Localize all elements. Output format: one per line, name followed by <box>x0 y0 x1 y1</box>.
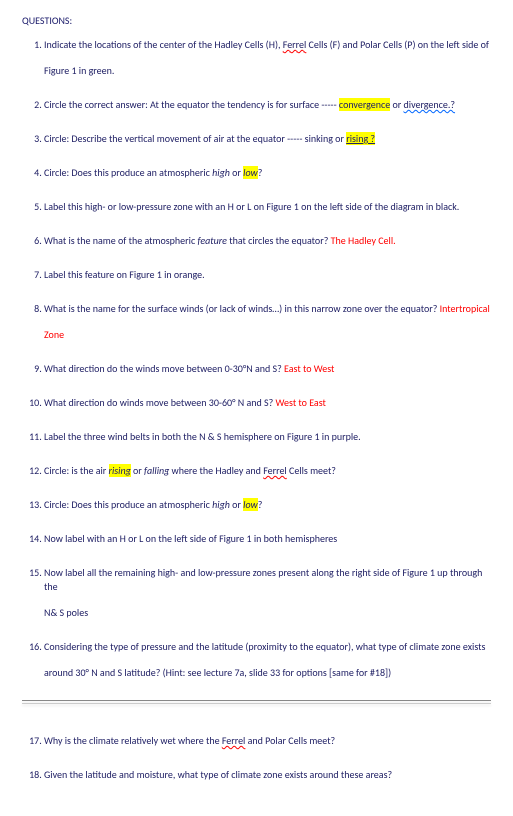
q15: Now label all the remaining high- and lo… <box>44 566 491 620</box>
q6-t1: What is the name of the atmospheric <box>44 234 197 247</box>
q9-ans: East to West <box>284 362 334 375</box>
q15-t1: Now label all the remaining high- and lo… <box>44 566 482 593</box>
q16: Considering the type of pressure and the… <box>44 640 491 680</box>
q7: Label this feature on Figure 1 in orange… <box>44 268 491 282</box>
q8-t1: What is the name for the surface winds (… <box>44 302 440 315</box>
q10-ans: West to East <box>276 396 326 409</box>
q13-high: high <box>212 498 230 511</box>
q18: Given the latitude and moisture, what ty… <box>44 768 491 782</box>
q12-t4: Cells meet? <box>287 464 336 477</box>
q13: Circle: Does this produce an atmospheric… <box>44 498 491 512</box>
q10: What direction do winds move between 30-… <box>44 396 491 410</box>
q1-t1: Indicate the locations of the center of … <box>44 38 283 51</box>
q4-t1: Circle: Does this produce an atmospheric <box>44 166 212 179</box>
q4-low-i: low <box>243 166 258 179</box>
q12-t1: Circle: is the air <box>44 464 109 477</box>
q3-t1: Circle: Describe the vertical movement o… <box>44 132 346 145</box>
q6: What is the name of the atmospheric feat… <box>44 234 491 248</box>
q1-t3: Figure 1 in green. <box>44 64 491 78</box>
q13-t3: ? <box>258 498 263 511</box>
q17-t1: Why is the climate relatively wet where … <box>44 734 222 747</box>
q15-t2: N& S poles <box>44 606 491 620</box>
q11: Label the three wind belts in both the N… <box>44 430 491 444</box>
page-divider <box>22 700 491 701</box>
q8: What is the name for the surface winds (… <box>44 302 491 342</box>
q1-ferrel: Ferrel <box>283 38 307 51</box>
q1-t2: Cells (F) and Polar Cells (P) on the lef… <box>306 38 489 51</box>
questions-header: QUESTIONS: <box>22 14 491 28</box>
q16-t2: around 30° N and S latitude? (Hint: see … <box>44 666 491 680</box>
q12-t3: where the Hadley and <box>169 464 263 477</box>
q6-t2: that circles the equator? <box>227 234 331 247</box>
q6-ans: The Hadley Cell. <box>331 234 396 247</box>
q9-t1: What direction do the winds move between… <box>44 362 284 375</box>
page-divider2 <box>22 703 491 704</box>
q13-low-i: low <box>243 498 258 511</box>
q12-t2: or <box>131 464 144 477</box>
q13-low: low <box>243 498 258 511</box>
q2-div: divergence.? <box>404 98 456 111</box>
q6-feature: feature <box>197 234 227 247</box>
q4-t2: or <box>230 166 243 179</box>
q4-t3: ? <box>258 166 263 179</box>
q2: Circle the correct answer: At the equato… <box>44 98 491 112</box>
q17: Why is the climate relatively wet where … <box>44 734 491 748</box>
q2-t1: Circle the correct answer: At the equato… <box>44 98 339 111</box>
q3-rising: rising ? <box>346 132 375 145</box>
q2-conv: convergence <box>339 98 390 111</box>
q14: Now label with an H or L on the left sid… <box>44 532 491 546</box>
q2-or: or <box>390 98 403 111</box>
q8-ans2: Zone <box>44 328 491 342</box>
q9: What direction do the winds move between… <box>44 362 491 376</box>
q12-rising-i: rising <box>109 464 131 477</box>
q12: Circle: is the air rising or falling whe… <box>44 464 491 478</box>
question-list-2: Why is the climate relatively wet where … <box>22 734 491 782</box>
q5: Label this high- or low-pressure zone wi… <box>44 200 491 214</box>
q12-ferrel: Ferrel <box>263 464 287 477</box>
q4-low: low <box>243 166 258 179</box>
q13-t2: or <box>230 498 243 511</box>
q3: Circle: Describe the vertical movement o… <box>44 132 491 146</box>
q4: Circle: Does this produce an atmospheric… <box>44 166 491 180</box>
q16-t1: Considering the type of pressure and the… <box>44 640 485 653</box>
q17-t2: and Polar Cells meet? <box>245 734 335 747</box>
q13-t1: Circle: Does this produce an atmospheric <box>44 498 212 511</box>
q1: Indicate the locations of the center of … <box>44 38 491 78</box>
question-list: Indicate the locations of the center of … <box>22 38 491 680</box>
q12-rising: rising <box>109 464 131 477</box>
q4-high: high <box>212 166 230 179</box>
q10-t1: What direction do winds move between 30-… <box>44 396 276 409</box>
q12-falling: falling <box>144 464 169 477</box>
q17-ferrel: Ferrel <box>222 734 246 747</box>
q8-ans1: Intertropical <box>440 302 490 315</box>
